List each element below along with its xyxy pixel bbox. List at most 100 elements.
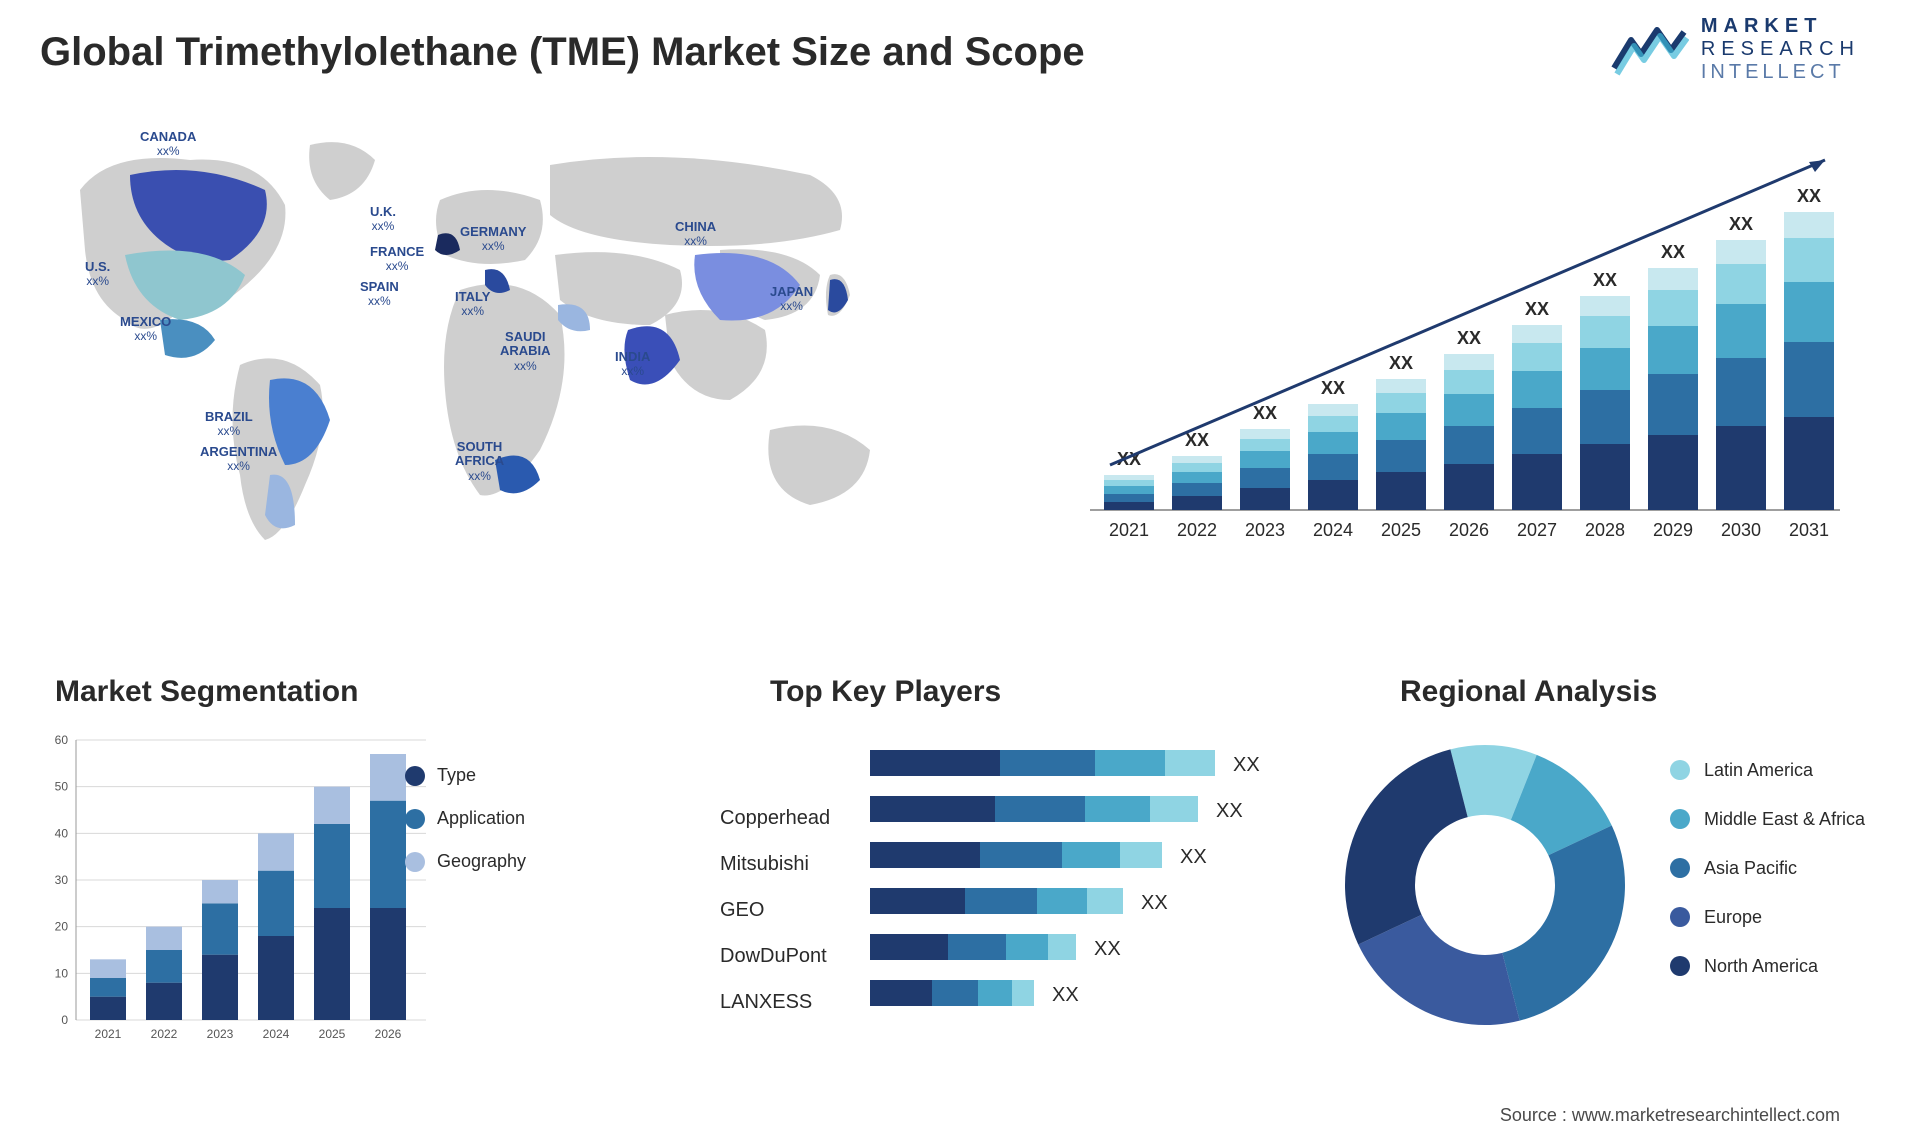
legend-item: Geography xyxy=(405,851,526,872)
map-label: SPAINxx% xyxy=(360,280,399,309)
legend-label: North America xyxy=(1704,956,1818,977)
legend-item: North America xyxy=(1670,956,1865,977)
legend-swatch xyxy=(1670,858,1690,878)
map-label: U.K.xx% xyxy=(370,205,396,234)
map-label: FRANCExx% xyxy=(370,245,424,274)
svg-text:XX: XX xyxy=(1729,214,1753,234)
svg-text:0: 0 xyxy=(61,1013,68,1027)
svg-text:XX: XX xyxy=(1141,892,1168,914)
svg-text:XX: XX xyxy=(1216,800,1243,822)
svg-text:20: 20 xyxy=(55,920,69,934)
legend-label: Geography xyxy=(437,851,526,872)
logo-text-3: INTELLECT xyxy=(1701,61,1860,84)
legend-item: Middle East & Africa xyxy=(1670,809,1865,830)
logo-text-2: RESEARCH xyxy=(1701,38,1860,61)
legend-swatch xyxy=(405,852,425,872)
regional-donut xyxy=(1330,730,1640,1040)
map-label: ITALYxx% xyxy=(455,290,490,319)
svg-text:30: 30 xyxy=(55,873,69,887)
segmentation-legend: Type Application Geography xyxy=(405,765,526,894)
svg-text:2031: 2031 xyxy=(1789,520,1829,540)
key-player-name: DowDuPont xyxy=(720,946,830,992)
legend-label: Application xyxy=(437,808,525,829)
key-player-name: LANXESS xyxy=(720,992,830,1038)
map-label: JAPANxx% xyxy=(770,285,813,314)
svg-text:XX: XX xyxy=(1253,403,1277,423)
svg-text:XX: XX xyxy=(1797,186,1821,206)
heading-segmentation: Market Segmentation xyxy=(55,675,358,709)
svg-text:XX: XX xyxy=(1321,378,1345,398)
svg-text:2025: 2025 xyxy=(1381,520,1421,540)
svg-text:60: 60 xyxy=(55,733,69,747)
legend-label: Europe xyxy=(1704,907,1762,928)
svg-text:XX: XX xyxy=(1233,754,1260,776)
regional-legend: Latin America Middle East & Africa Asia Pa… xyxy=(1670,760,1865,1005)
segmentation-chart: 0 10 20 30 40 50 60 2021 2022 2023 2024 2025 2026 xyxy=(30,730,460,1060)
legend-swatch xyxy=(1670,809,1690,829)
key-players-names: CopperheadMitsubishiGEODowDuPontLANXESS xyxy=(720,808,830,1038)
svg-text:2024: 2024 xyxy=(263,1027,290,1041)
svg-text:2026: 2026 xyxy=(375,1027,402,1041)
legend-label: Type xyxy=(437,765,476,786)
map-label: BRAZILxx% xyxy=(205,410,253,439)
svg-text:50: 50 xyxy=(55,780,69,794)
legend-item: Asia Pacific xyxy=(1670,858,1865,879)
logo-icon xyxy=(1609,20,1689,80)
svg-text:XX: XX xyxy=(1457,328,1481,348)
svg-text:2023: 2023 xyxy=(207,1027,234,1041)
map-label: ARGENTINAxx% xyxy=(200,445,277,474)
svg-text:XX: XX xyxy=(1094,938,1121,960)
svg-text:40: 40 xyxy=(55,826,69,840)
svg-text:2026: 2026 xyxy=(1449,520,1489,540)
legend-item: Type xyxy=(405,765,526,786)
svg-text:XX: XX xyxy=(1180,846,1207,868)
svg-text:2021: 2021 xyxy=(95,1027,122,1041)
svg-text:XX: XX xyxy=(1052,984,1079,1006)
legend-item: Europe xyxy=(1670,907,1865,928)
key-player-name: Mitsubishi xyxy=(720,854,830,900)
svg-text:2022: 2022 xyxy=(151,1027,178,1041)
svg-text:2021: 2021 xyxy=(1109,520,1149,540)
page-title: Global Trimethylolethane (TME) Market Si… xyxy=(40,30,1085,75)
legend-label: Middle East & Africa xyxy=(1704,809,1865,830)
world-map: CANADAxx% U.S.xx% MEXICOxx% BRAZILxx% ARGENT… xyxy=(30,120,930,580)
map-label: INDIAxx% xyxy=(615,350,650,379)
svg-text:2028: 2028 xyxy=(1585,520,1625,540)
svg-text:XX: XX xyxy=(1389,353,1413,373)
svg-text:2024: 2024 xyxy=(1313,520,1353,540)
legend-item: Application xyxy=(405,808,526,829)
map-label: CANADAxx% xyxy=(140,130,196,159)
map-label: MEXICOxx% xyxy=(120,315,171,344)
legend-label: Asia Pacific xyxy=(1704,858,1797,879)
key-player-name: Copperhead xyxy=(720,808,830,854)
brand-logo: MARKET RESEARCH INTELLECT xyxy=(1609,15,1860,84)
source-text: Source : www.marketresearchintellect.com xyxy=(1500,1105,1840,1126)
legend-swatch xyxy=(405,766,425,786)
svg-text:XX: XX xyxy=(1525,299,1549,319)
legend-swatch xyxy=(405,809,425,829)
map-label: SOUTHAFRICAxx% xyxy=(455,440,504,483)
logo-text-1: MARKET xyxy=(1701,15,1860,38)
legend-swatch xyxy=(1670,956,1690,976)
growth-chart: XX 2021 XX 2022 XX 2023 XX 2024 XX 2025 XX 2026 XX 20… xyxy=(1080,140,1850,560)
legend-label: Latin America xyxy=(1704,760,1813,781)
map-label: CHINAxx% xyxy=(675,220,716,249)
svg-text:2022: 2022 xyxy=(1177,520,1217,540)
svg-text:2029: 2029 xyxy=(1653,520,1693,540)
legend-item: Latin America xyxy=(1670,760,1865,781)
key-player-name: GEO xyxy=(720,900,830,946)
heading-regional: Regional Analysis xyxy=(1400,675,1657,709)
heading-key-players: Top Key Players xyxy=(770,675,1001,709)
svg-text:2025: 2025 xyxy=(319,1027,346,1041)
legend-swatch xyxy=(1670,760,1690,780)
map-label: SAUDIARABIAxx% xyxy=(500,330,551,373)
svg-text:XX: XX xyxy=(1593,270,1617,290)
svg-text:2023: 2023 xyxy=(1245,520,1285,540)
svg-text:XX: XX xyxy=(1661,242,1685,262)
legend-swatch xyxy=(1670,907,1690,927)
map-label: GERMANYxx% xyxy=(460,225,526,254)
svg-text:2030: 2030 xyxy=(1721,520,1761,540)
svg-text:10: 10 xyxy=(55,966,69,980)
map-label: U.S.xx% xyxy=(85,260,110,289)
svg-text:2027: 2027 xyxy=(1517,520,1557,540)
